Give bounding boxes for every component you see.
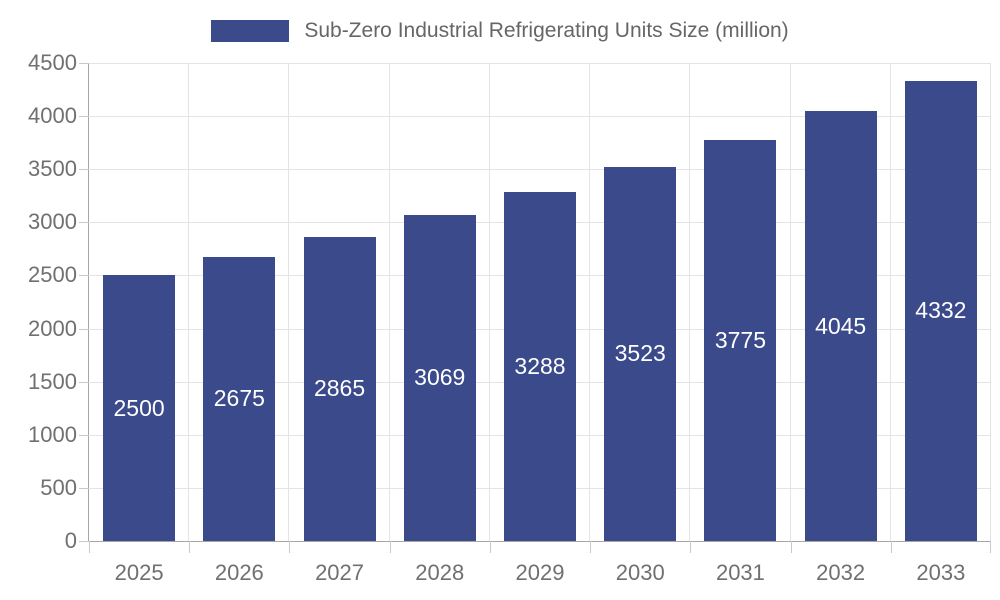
y-gridline — [89, 63, 991, 64]
y-axis-tick-label: 500 — [40, 474, 77, 500]
y-axis-tick — [79, 222, 89, 224]
x-axis-tick-label: 2033 — [916, 560, 966, 585]
plot-area: 0 500 1000 1500 2000 2500 3000 3500 4000 4500 2025… — [28, 51, 991, 585]
bar[interactable]: 3288 — [504, 191, 576, 541]
x-axis-tick — [189, 541, 191, 553]
bar[interactable]: 2675 — [203, 256, 276, 541]
x-axis-tick-label: 2026 — [214, 560, 264, 585]
y-axis-tick-label: 3500 — [28, 156, 77, 182]
y-axis-tick-label: 0 — [64, 528, 77, 553]
x-axis-tick — [890, 541, 892, 553]
y-axis-tick-label: 2000 — [28, 315, 77, 341]
y-axis-tick — [79, 328, 89, 330]
y-axis-tick — [79, 169, 89, 171]
x-gridline — [689, 63, 691, 541]
bar[interactable]: 4332 — [904, 80, 977, 541]
y-axis-tick — [79, 541, 89, 542]
x-gridline — [488, 63, 490, 541]
bar[interactable]: 3523 — [604, 166, 677, 541]
y-axis-tick-label: 1500 — [28, 368, 77, 394]
y-axis-tick — [79, 381, 89, 383]
x-gridline — [990, 63, 991, 541]
x-gridline — [388, 63, 390, 541]
x-axis-tick — [690, 541, 692, 553]
y-axis-tick-label: 2500 — [28, 262, 77, 288]
bar[interactable]: 3069 — [403, 215, 476, 541]
bar[interactable]: 3775 — [704, 140, 777, 541]
bar-value-label: 3069 — [414, 364, 466, 391]
x-axis-tick — [89, 541, 90, 553]
y-axis-tick-label: 1000 — [28, 421, 77, 447]
y-axis-tick — [79, 487, 89, 489]
x-gridline — [789, 63, 791, 541]
x-axis-tick-label: 2030 — [615, 560, 665, 585]
x-axis-tick-label: 2027 — [315, 560, 365, 585]
bar-value-label: 4045 — [815, 312, 867, 339]
y-axis-tick — [79, 63, 89, 64]
x-axis-tick — [489, 541, 491, 553]
y-axis-tick — [79, 116, 89, 118]
x-axis-tick-label: 2031 — [715, 560, 765, 585]
x-axis-tick — [990, 541, 991, 553]
legend-swatch-icon — [211, 20, 290, 42]
x-gridline — [288, 63, 290, 541]
x-axis-tick-label: 2032 — [816, 560, 866, 585]
y-axis-tick — [79, 434, 89, 436]
legend: Sub-Zero Industrial Refrigerating Units … — [0, 18, 1000, 44]
legend-label: Sub-Zero Industrial Refrigerating Units … — [304, 19, 789, 42]
x-gridline — [589, 63, 591, 541]
x-axis-tick — [590, 541, 592, 553]
bar-value-label: 3523 — [614, 340, 666, 367]
y-gridline — [89, 116, 991, 118]
x-axis-tick-label: 2028 — [415, 560, 465, 585]
legend-item[interactable]: Sub-Zero Industrial Refrigerating Units … — [211, 18, 789, 44]
bar[interactable]: 4045 — [804, 111, 877, 541]
x-axis-tick — [389, 541, 391, 553]
x-axis-tick — [790, 541, 792, 553]
bar-value-label: 3288 — [514, 352, 566, 379]
bar-value-label: 2865 — [313, 375, 366, 402]
y-axis-tick-label: 4000 — [28, 103, 77, 129]
x-axis-tick-label: 2025 — [114, 560, 164, 585]
x-axis-tick-label: 2029 — [515, 560, 565, 585]
y-axis-tick-label: 3000 — [28, 209, 77, 235]
x-axis-tick — [289, 541, 291, 553]
x-gridline — [188, 63, 190, 541]
x-gridline — [889, 63, 891, 541]
bar-value-label: 2675 — [213, 385, 265, 412]
bar[interactable]: 2500 — [103, 275, 176, 541]
y-axis-tick — [79, 275, 89, 277]
bar[interactable]: 2865 — [303, 236, 376, 541]
bar-value-label: 4332 — [915, 297, 967, 324]
y-axis-tick-label: 4500 — [28, 50, 77, 75]
y-gridline — [89, 169, 991, 171]
bar-value-label: 3775 — [714, 326, 767, 353]
bar-value-label: 2500 — [113, 394, 165, 421]
